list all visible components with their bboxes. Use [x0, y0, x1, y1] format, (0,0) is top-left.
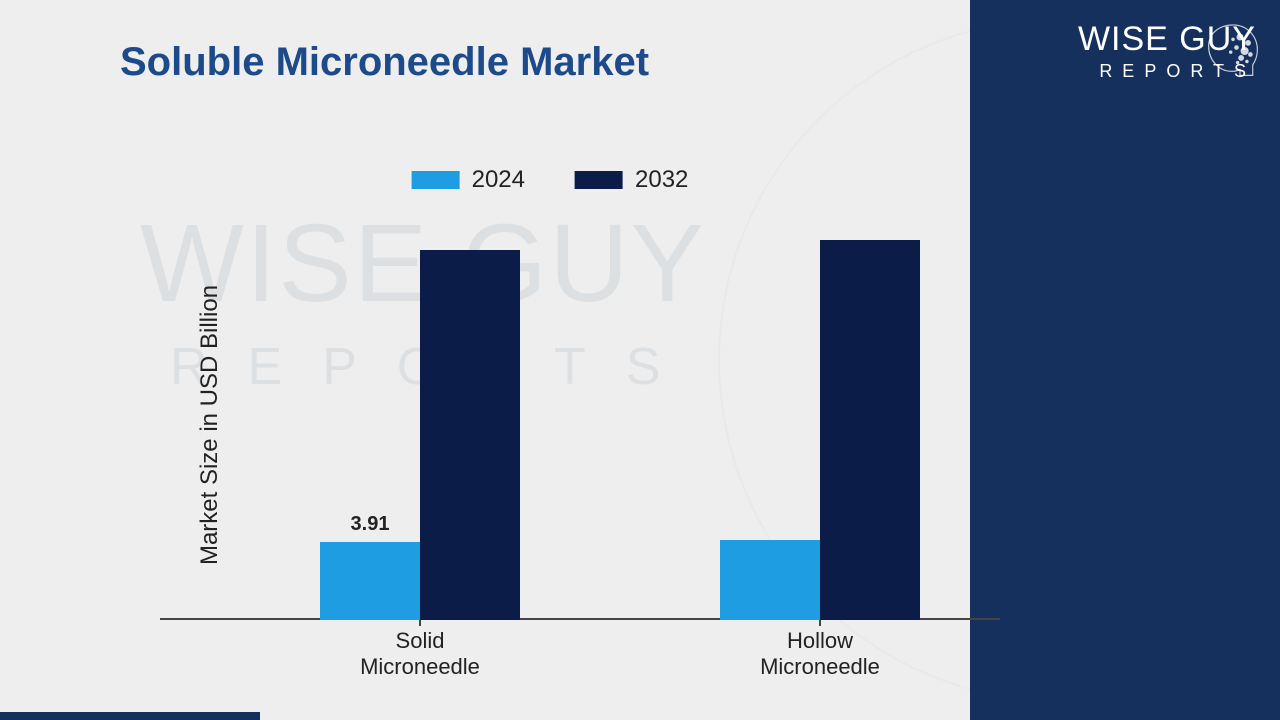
plot: 3.91Solid Microneedle Hollow Microneedle	[160, 220, 1000, 620]
bar-value-label: 3.91	[351, 513, 390, 536]
bar	[820, 240, 920, 620]
category-label: Hollow Microneedle	[760, 628, 880, 681]
bar	[420, 250, 520, 620]
legend-swatch-2032	[575, 171, 623, 189]
legend-label-2024: 2024	[472, 166, 525, 194]
legend-item-2032: 2032	[575, 166, 688, 194]
legend-item-2024: 2024	[412, 166, 525, 194]
bar-group: 3.91Solid Microneedle	[320, 220, 520, 620]
bar	[720, 540, 820, 620]
bottom-accent-bar	[0, 712, 260, 720]
bar-group: Hollow Microneedle	[720, 220, 920, 620]
legend-swatch-2024	[412, 171, 460, 189]
page-root: WISE GUY REPORTS Soluble Microneedle Mar…	[0, 0, 1280, 720]
legend: 2024 2032	[412, 166, 689, 194]
chart-title: Soluble Microneedle Market	[120, 40, 649, 85]
bar	[320, 542, 420, 620]
chart-area: Market Size in USD Billion 2024 2032 3.9…	[100, 170, 1000, 680]
category-label: Solid Microneedle	[360, 628, 480, 681]
legend-label-2032: 2032	[635, 166, 688, 194]
axis-tick	[819, 620, 821, 626]
axis-tick	[419, 620, 421, 626]
head-icon	[1204, 22, 1262, 80]
brand-logo: WISE GUY REPORTS	[1078, 20, 1256, 82]
right-panel	[970, 0, 1280, 720]
